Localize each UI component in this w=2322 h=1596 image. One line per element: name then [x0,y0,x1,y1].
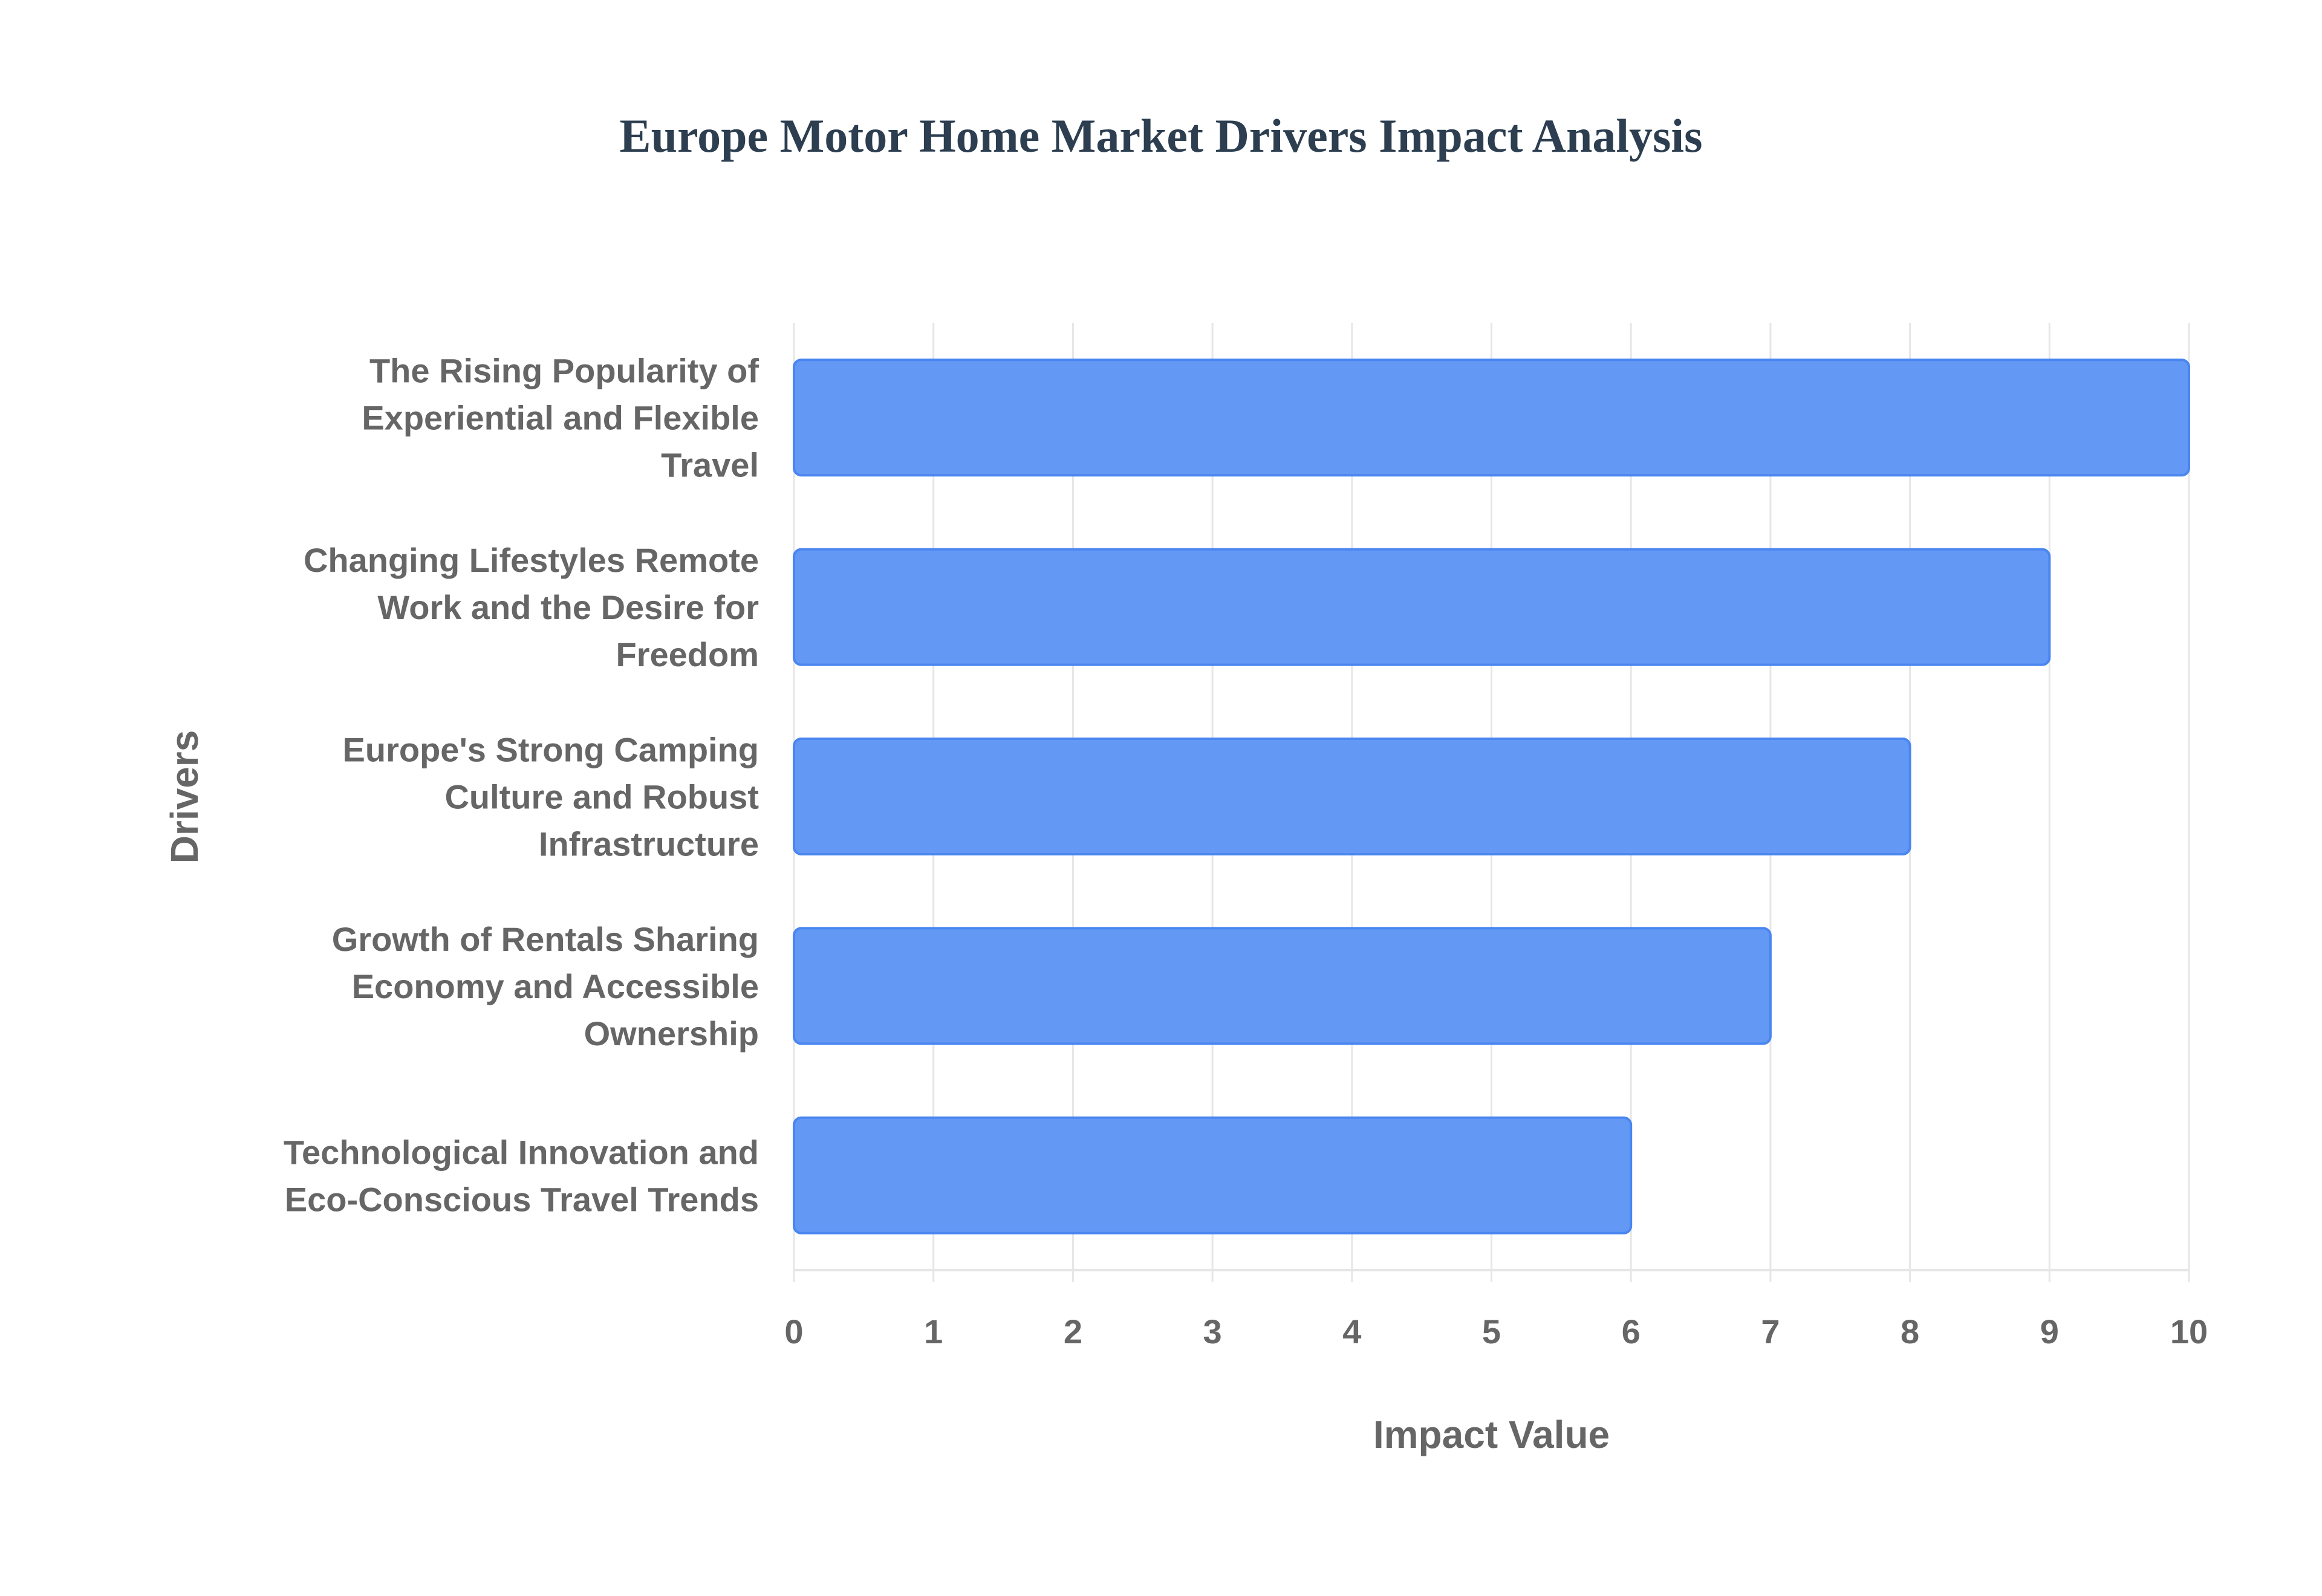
x-tick-label: 6 [1622,1312,1641,1351]
y-category-label-line: The Rising Popularity of [369,352,759,390]
y-category-label-line: Eco-Conscious Travel Trends [285,1180,759,1218]
y-category-label-line: Europe's Strong Camping [343,731,759,769]
bar [793,738,1911,855]
x-axis-title: Impact Value [1373,1413,1610,1456]
y-category-label-line: Technological Innovation and [284,1133,759,1171]
bar [793,358,2190,477]
x-tick-label: 2 [1064,1312,1082,1351]
y-category-label: Europe's Strong Camping Culture and Robus… [343,731,759,863]
chart-title: Europe Motor Home Market Drivers Impact … [619,109,1703,162]
y-category-label-line: Economy and Accessible [352,967,759,1005]
bar [793,1116,1633,1234]
y-category-label-line: Growth of Rentals Sharing [332,920,759,958]
y-category-label-line: Work and the Desire for [377,588,759,626]
bar [793,548,2051,666]
y-category-label: Changing Lifestyles Remote Work and the D… [304,541,759,673]
x-tick-label: 4 [1342,1312,1361,1351]
x-tick-label: 5 [1482,1312,1501,1351]
y-category-label-line: Experiential and Flexible [362,399,759,437]
y-category-label-line: Freedom [616,635,759,673]
x-tick-label: 0 [784,1312,803,1351]
y-category-label-line: Changing Lifestyles Remote [304,541,759,579]
x-tick-label: 10 [2170,1312,2208,1351]
y-category-label-line: Infrastructure [539,825,759,863]
y-category-label-line: Ownership [584,1014,759,1053]
y-category-label: The Rising Popularity of Experiential and… [362,352,759,484]
x-tick-label: 8 [1901,1312,1919,1351]
x-tick-label: 1 [924,1312,943,1351]
y-category-label: Technological Innovation and Eco-Consciou… [284,1133,759,1218]
bar [793,927,1772,1045]
y-category-label: Growth of Rentals Sharing Economy and Acc… [332,920,759,1053]
y-axis-title: Drivers [163,730,206,864]
x-tick-label: 7 [1761,1312,1780,1351]
x-tick-label: 9 [2040,1312,2059,1351]
y-category-label-line: Culture and Robust [444,778,759,816]
y-category-label-line: Travel [661,446,759,484]
x-tick-label: 3 [1203,1312,1222,1351]
